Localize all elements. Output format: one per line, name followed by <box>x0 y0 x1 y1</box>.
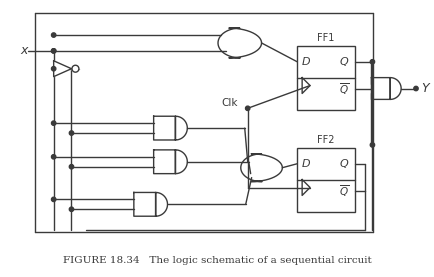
Circle shape <box>413 86 417 91</box>
Circle shape <box>51 49 56 53</box>
Circle shape <box>51 33 56 37</box>
Bar <box>296 148 354 212</box>
Bar <box>296 46 354 110</box>
Circle shape <box>72 65 79 72</box>
Text: Clk: Clk <box>221 98 237 108</box>
Circle shape <box>69 131 73 135</box>
Circle shape <box>245 106 249 111</box>
Text: FF2: FF2 <box>316 135 334 145</box>
Text: Y: Y <box>420 82 428 95</box>
Text: x: x <box>20 44 28 57</box>
Circle shape <box>69 207 73 211</box>
Polygon shape <box>153 116 187 140</box>
Text: FIGURE 18.34   The logic schematic of a sequential circuit: FIGURE 18.34 The logic schematic of a se… <box>62 256 371 265</box>
Text: Q: Q <box>339 57 347 67</box>
Polygon shape <box>53 61 71 77</box>
Text: D: D <box>301 57 310 67</box>
Text: $\overline{Q}$: $\overline{Q}$ <box>338 82 348 97</box>
Polygon shape <box>217 28 261 58</box>
Circle shape <box>51 155 56 159</box>
Circle shape <box>51 197 56 202</box>
Circle shape <box>51 121 56 125</box>
Circle shape <box>369 60 374 64</box>
Circle shape <box>369 143 374 147</box>
Polygon shape <box>134 193 167 216</box>
Text: FF1: FF1 <box>316 33 334 43</box>
Circle shape <box>51 66 56 71</box>
Polygon shape <box>153 150 187 174</box>
Text: $\overline{Q}$: $\overline{Q}$ <box>338 184 348 199</box>
Text: Q: Q <box>339 159 347 169</box>
Polygon shape <box>371 78 400 99</box>
Circle shape <box>69 165 73 169</box>
Text: D: D <box>301 159 310 169</box>
Polygon shape <box>240 154 282 181</box>
Circle shape <box>51 49 56 53</box>
